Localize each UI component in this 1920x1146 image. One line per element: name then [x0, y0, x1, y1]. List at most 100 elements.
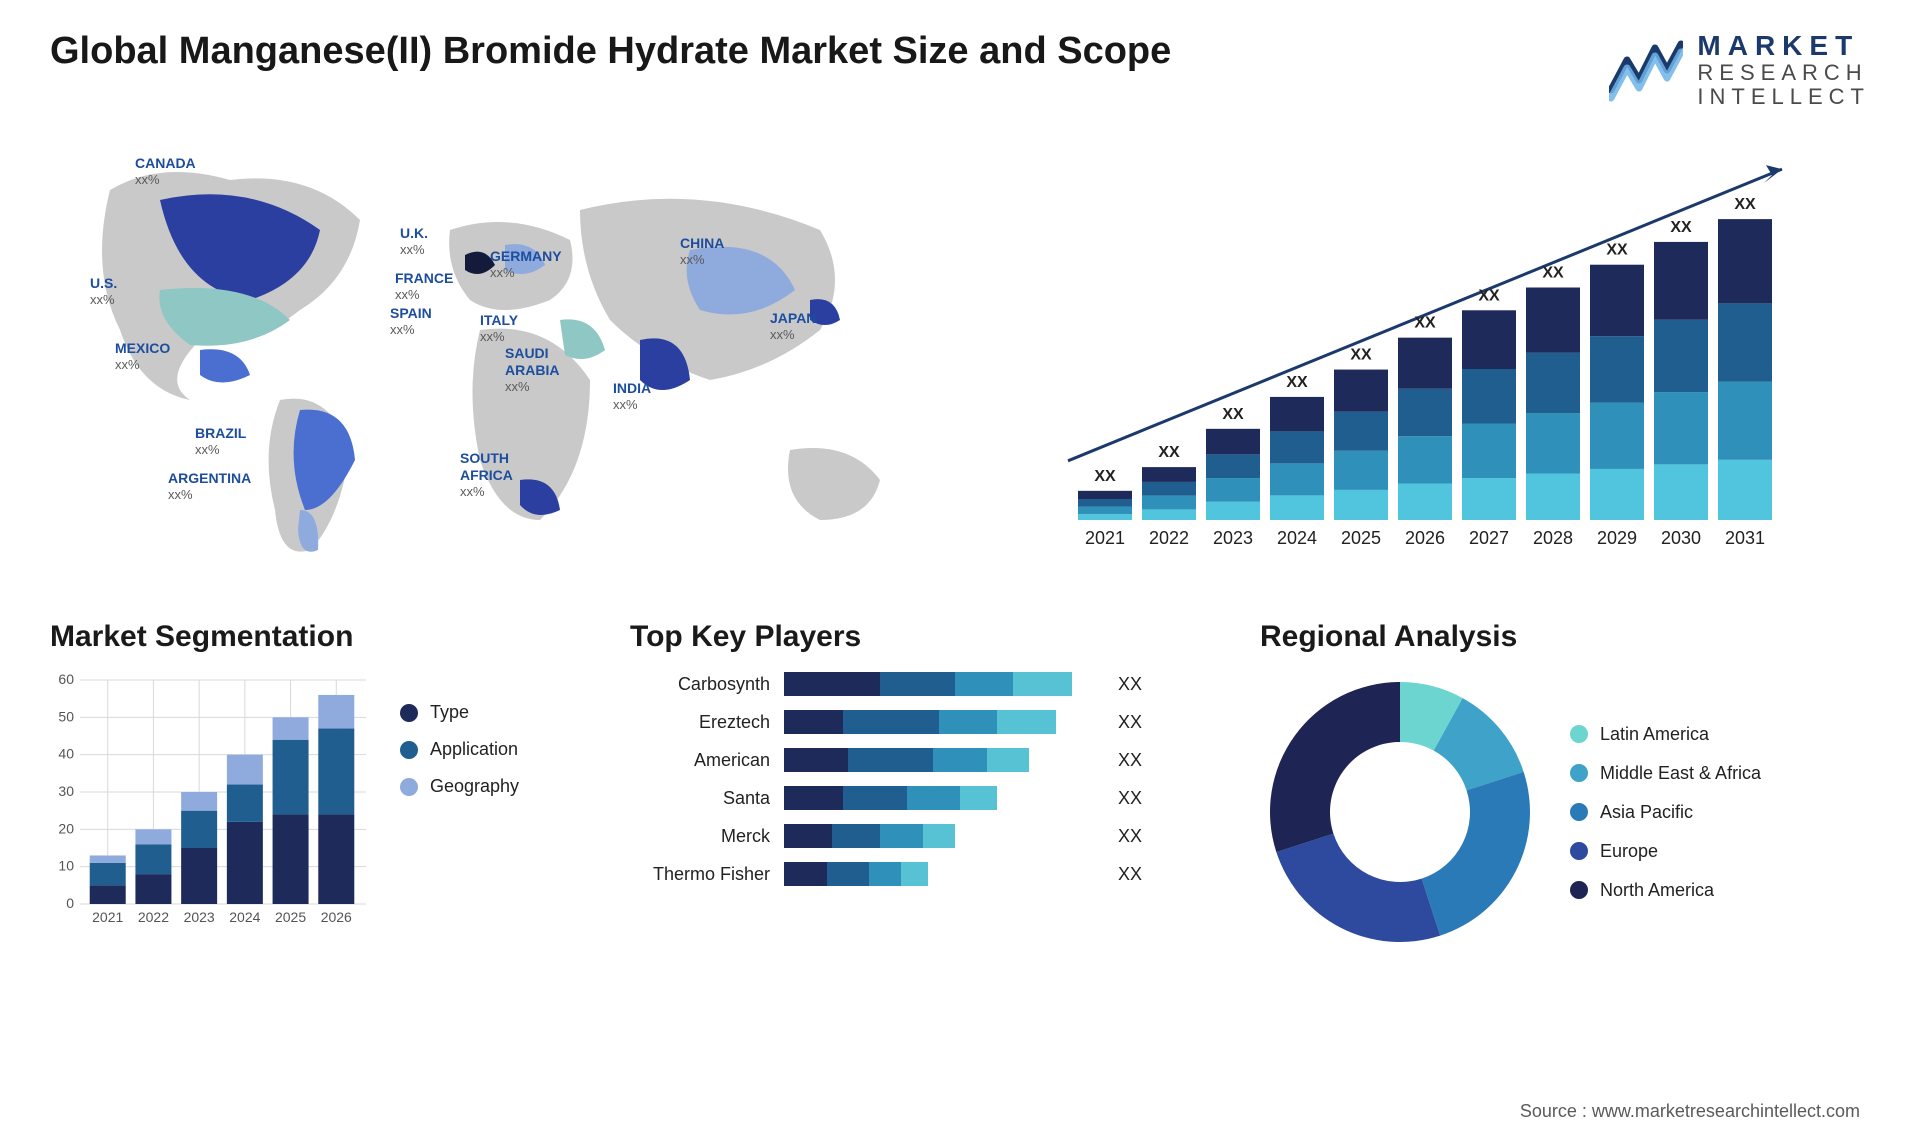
legend-item: Geography: [400, 776, 570, 797]
player-value: XX: [1118, 712, 1142, 733]
legend-swatch: [1570, 764, 1588, 782]
svg-text:XX: XX: [1670, 219, 1692, 236]
player-row: AmericanXX: [630, 748, 1200, 772]
legend-swatch: [1570, 725, 1588, 743]
segmentation-title: Market Segmentation: [50, 620, 570, 654]
segmentation-legend: Type Application Geography: [400, 672, 570, 932]
player-name: Santa: [630, 788, 770, 809]
player-name: Ereztech: [630, 712, 770, 733]
player-bar: [784, 786, 1104, 810]
legend-item: North America: [1570, 880, 1870, 901]
legend-swatch: [1570, 881, 1588, 899]
logo-line2: RESEARCH: [1697, 60, 1870, 86]
svg-text:0: 0: [66, 895, 74, 911]
map-label: JAPANxx%: [770, 310, 816, 342]
header: Global Manganese(II) Bromide Hydrate Mar…: [50, 30, 1870, 110]
segmentation-chart: 0102030405060202120222023202420252026: [50, 672, 370, 932]
svg-text:XX: XX: [1158, 444, 1180, 461]
svg-text:XX: XX: [1286, 374, 1308, 391]
map-label: SOUTHAFRICAxx%: [460, 450, 513, 499]
source-line: Source : www.marketresearchintellect.com: [1520, 1101, 1860, 1122]
svg-text:XX: XX: [1542, 265, 1564, 282]
svg-text:20: 20: [58, 820, 74, 836]
svg-text:2022: 2022: [138, 909, 169, 925]
player-name: Thermo Fisher: [630, 864, 770, 885]
svg-text:XX: XX: [1734, 196, 1756, 213]
legend-swatch: [400, 741, 418, 759]
legend-label: Latin America: [1600, 724, 1709, 745]
page-title: Global Manganese(II) Bromide Hydrate Mar…: [50, 30, 1171, 73]
legend-label: Geography: [430, 776, 519, 797]
player-bar: [784, 710, 1104, 734]
legend-label: Application: [430, 739, 518, 760]
legend-swatch: [400, 704, 418, 722]
map-label: GERMANYxx%: [490, 248, 562, 280]
map-label: SAUDIARABIAxx%: [505, 345, 559, 394]
svg-text:2022: 2022: [1149, 528, 1189, 548]
legend-label: North America: [1600, 880, 1714, 901]
legend-label: Europe: [1600, 841, 1658, 862]
legend-swatch: [400, 778, 418, 796]
svg-text:2027: 2027: [1469, 528, 1509, 548]
logo-mark-icon: [1609, 38, 1683, 102]
player-bar: [784, 672, 1104, 696]
map-label: SPAINxx%: [390, 305, 432, 337]
growth-chart: XX2021XX2022XX2023XX2024XX2025XX2026XX20…: [980, 150, 1870, 570]
svg-text:2023: 2023: [1213, 528, 1253, 548]
svg-text:XX: XX: [1606, 242, 1628, 259]
svg-text:2031: 2031: [1725, 528, 1765, 548]
bottom-row: Market Segmentation 01020304050602021202…: [50, 620, 1870, 952]
regional-donut: [1260, 672, 1540, 952]
svg-text:30: 30: [58, 783, 74, 799]
svg-text:2030: 2030: [1661, 528, 1701, 548]
player-row: Ereztech XX: [630, 710, 1200, 734]
svg-text:2024: 2024: [1277, 528, 1317, 548]
map-label: ITALYxx%: [480, 312, 518, 344]
svg-text:2025: 2025: [1341, 528, 1381, 548]
map-label: MEXICOxx%: [115, 340, 170, 372]
svg-text:2028: 2028: [1533, 528, 1573, 548]
svg-text:2026: 2026: [1405, 528, 1445, 548]
legend-item: Middle East & Africa: [1570, 763, 1870, 784]
players-panel: Top Key Players CarbosynthXX Ereztech XX Am…: [630, 620, 1200, 952]
logo-text: MARKET RESEARCH INTELLECT: [1697, 30, 1870, 110]
regional-legend: Latin America Middle East & Africa Asia Pa…: [1570, 724, 1870, 901]
svg-text:XX: XX: [1094, 468, 1116, 485]
svg-text:2025: 2025: [275, 909, 306, 925]
map-label: CANADAxx%: [135, 155, 196, 187]
legend-item: Application: [400, 739, 570, 760]
map-svg: [50, 150, 920, 570]
legend-item: Latin America: [1570, 724, 1870, 745]
map-label: CHINAxx%: [680, 235, 724, 267]
player-value: XX: [1118, 674, 1142, 695]
logo-line3: INTELLECT: [1697, 84, 1870, 110]
segmentation-panel: Market Segmentation 01020304050602021202…: [50, 620, 570, 952]
map-label: U.S.xx%: [90, 275, 117, 307]
legend-swatch: [1570, 842, 1588, 860]
player-value: XX: [1118, 826, 1142, 847]
logo-line1: MARKET: [1697, 30, 1870, 62]
svg-text:2029: 2029: [1597, 528, 1637, 548]
map-label: FRANCExx%: [395, 270, 453, 302]
players-title: Top Key Players: [630, 620, 1200, 654]
legend-label: Middle East & Africa: [1600, 763, 1761, 784]
player-row: MerckXX: [630, 824, 1200, 848]
svg-text:XX: XX: [1414, 315, 1436, 332]
top-row: CANADAxx%U.S.xx%MEXICOxx%BRAZILxx%ARGENT…: [50, 150, 1870, 570]
legend-label: Asia Pacific: [1600, 802, 1693, 823]
regional-title: Regional Analysis: [1260, 620, 1870, 654]
svg-text:50: 50: [58, 708, 74, 724]
player-value: XX: [1118, 864, 1142, 885]
player-row: CarbosynthXX: [630, 672, 1200, 696]
player-value: XX: [1118, 788, 1142, 809]
legend-item: Type: [400, 702, 570, 723]
svg-text:XX: XX: [1478, 287, 1500, 304]
players-body: CarbosynthXXEreztechXXAmericanXXSantaXXM…: [630, 672, 1200, 886]
logo: MARKET RESEARCH INTELLECT: [1609, 30, 1870, 110]
svg-text:2024: 2024: [229, 909, 260, 925]
svg-text:XX: XX: [1350, 347, 1372, 364]
map-label: ARGENTINAxx%: [168, 470, 251, 502]
svg-text:2023: 2023: [184, 909, 215, 925]
player-bar: [784, 862, 1104, 886]
map-label: INDIAxx%: [613, 380, 651, 412]
